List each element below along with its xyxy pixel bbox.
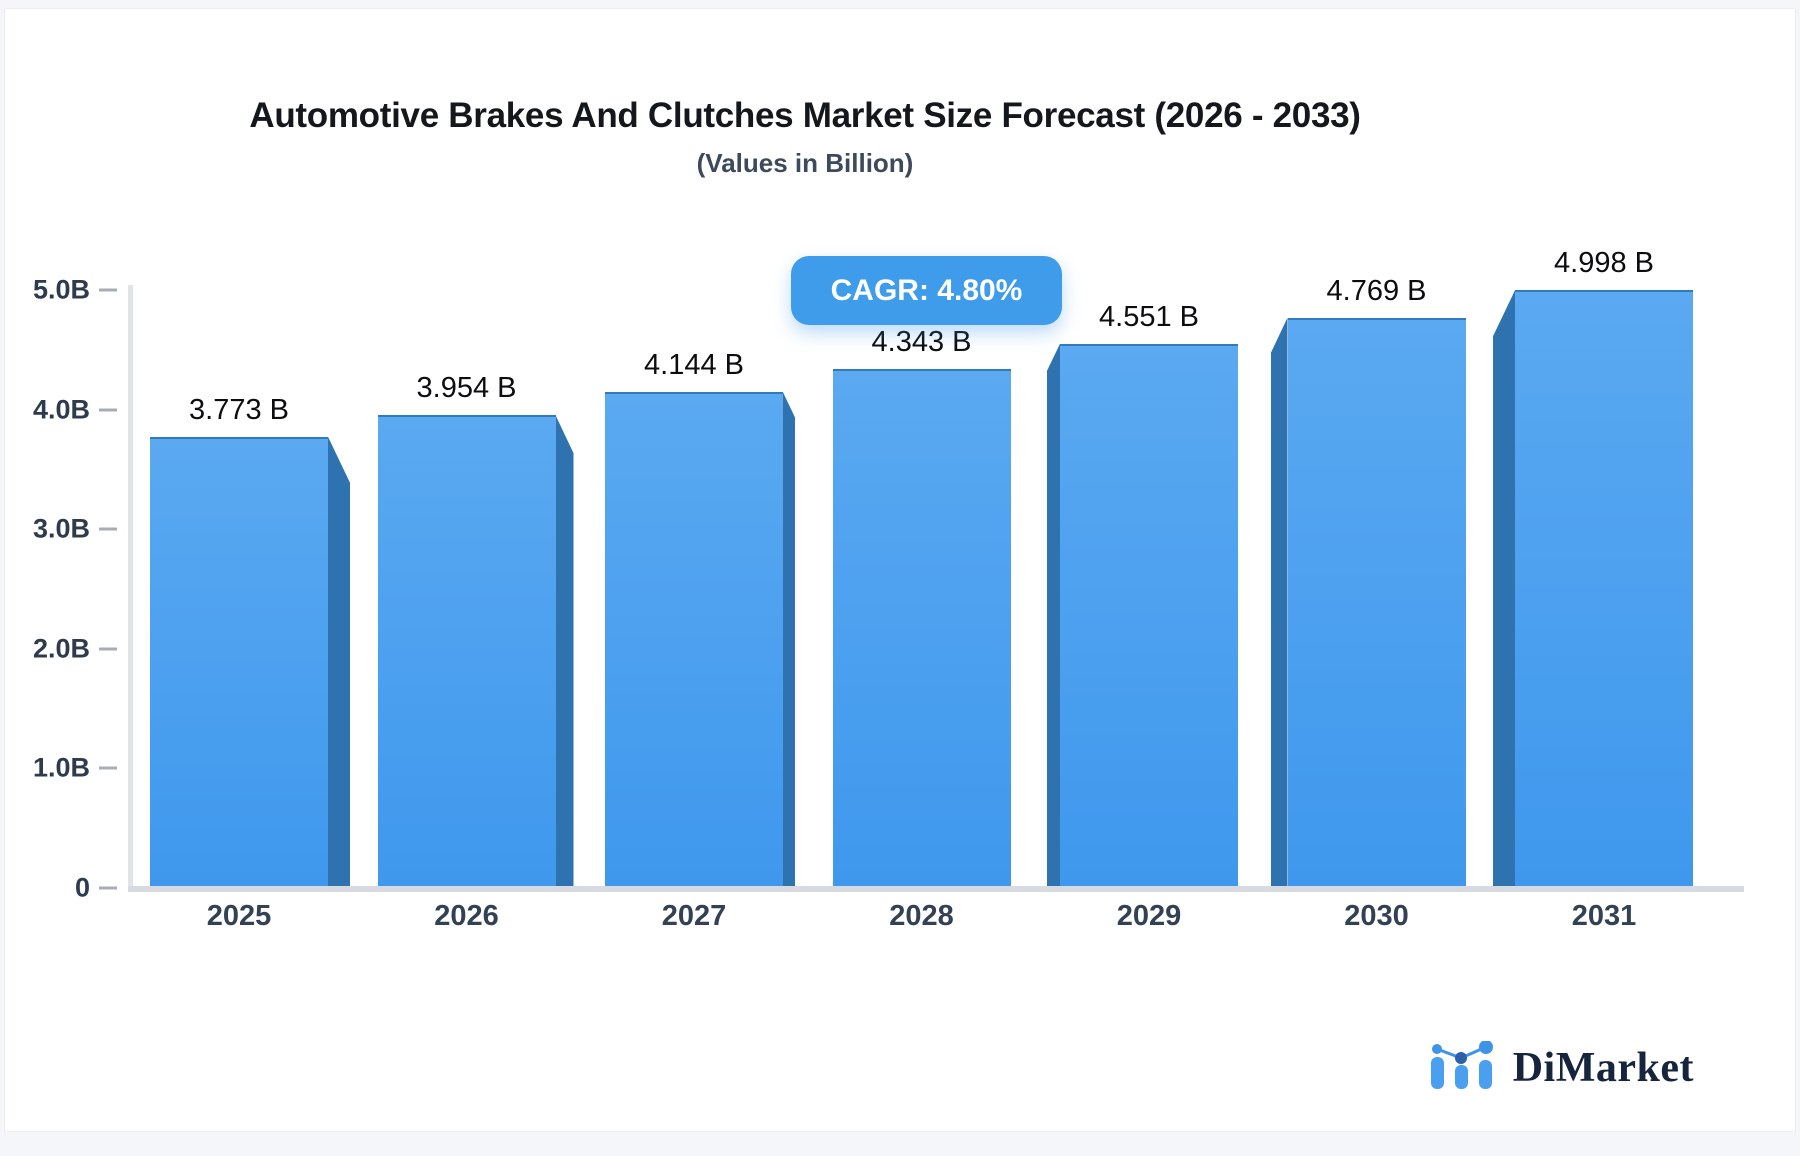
brand-logo: DiMarket [1430, 1039, 1694, 1096]
bar-value-label-2031: 4.998 B [1554, 247, 1654, 280]
bar-2027 [605, 392, 783, 888]
y-axis-tick-mark [99, 766, 117, 770]
bar-2029 [1060, 343, 1238, 888]
y-axis-tick-mark [99, 288, 117, 292]
y-axis-tick-label: 2.0B [32, 633, 90, 664]
bar-2028 [832, 368, 1011, 888]
x-axis-line [128, 886, 1744, 892]
bar-value-label-2025: 3.773 B [189, 393, 289, 426]
y-axis-tick-label: 1.0B [32, 752, 90, 783]
chart-subtitle: (Values in Billion) [696, 148, 914, 178]
bar-3d-side-2029 [1047, 343, 1060, 888]
y-axis-tick-mark [99, 886, 117, 890]
brand-name: DiMarket [1512, 1045, 1694, 1091]
y-axis-tick-mark [99, 408, 117, 412]
bar-2031 [1515, 290, 1693, 888]
bar-value-label-2029: 4.551 B [1099, 300, 1199, 333]
bar-2025 [150, 436, 328, 888]
cagr-badge: CAGR: 4.80% [791, 256, 1062, 325]
y-axis-tick-mark [99, 647, 117, 651]
x-axis-label-2028: 2028 [889, 900, 954, 932]
chart-title: Automotive Brakes And Clutches Market Si… [249, 96, 1361, 135]
x-axis-label-2030: 2030 [1344, 900, 1409, 932]
y-axis-tick-mark [99, 527, 117, 531]
y-axis-tick-label: 0 [74, 872, 90, 903]
bar-3d-side-2030 [1270, 317, 1288, 888]
bar-value-label-2026: 3.954 B [416, 372, 517, 405]
x-axis-label-2029: 2029 [1116, 900, 1182, 932]
bar-value-label-2027: 4.144 B [644, 349, 744, 382]
bar-3d-side-2027 [783, 392, 795, 888]
dimarket-chart-icon [1430, 1039, 1501, 1096]
y-axis-line [128, 285, 133, 888]
y-axis-tick-label: 4.0B [32, 394, 90, 425]
y-axis-tick-label: 5.0B [32, 274, 90, 305]
bar-3d-side-2026 [555, 415, 574, 888]
bar-3d-side-2025 [328, 436, 350, 888]
x-axis-label-2026: 2026 [434, 900, 499, 932]
bar-value-label-2028: 4.343 B [871, 325, 972, 358]
bar-3d-side-2031 [1493, 290, 1515, 888]
x-axis-label-2025: 2025 [206, 900, 272, 932]
x-axis-label-2027: 2027 [661, 900, 727, 932]
y-axis-tick-label: 3.0B [32, 513, 90, 544]
x-axis-label-2031: 2031 [1571, 900, 1637, 932]
bar-2026 [377, 415, 556, 888]
bar-value-label-2030: 4.769 B [1326, 274, 1427, 307]
bar-2030 [1287, 317, 1466, 888]
